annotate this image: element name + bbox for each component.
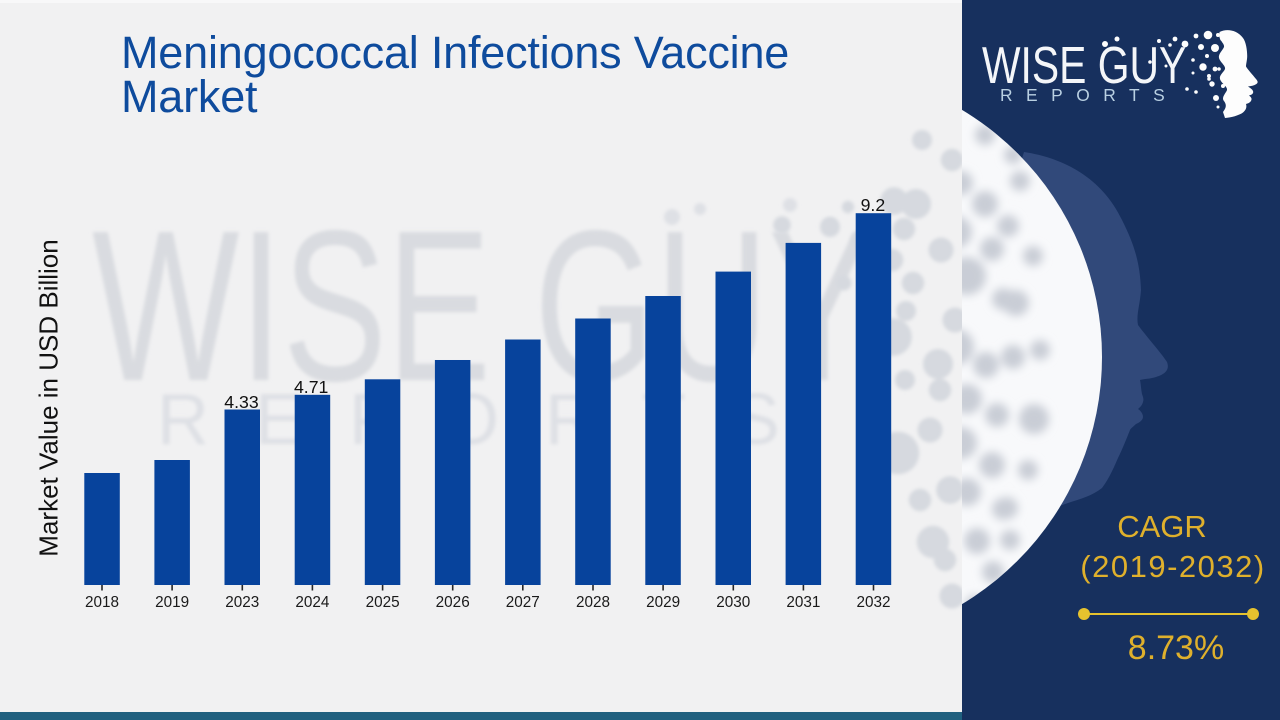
svg-text:2031: 2031 — [786, 594, 820, 611]
svg-text:2028: 2028 — [576, 594, 610, 611]
svg-text:2024: 2024 — [295, 594, 330, 611]
svg-text:2018: 2018 — [85, 594, 119, 611]
svg-text:2027: 2027 — [506, 594, 540, 611]
svg-text:REPORTS: REPORTS — [1000, 85, 1178, 105]
svg-text:2026: 2026 — [436, 594, 470, 611]
svg-text:Market: Market — [121, 71, 258, 122]
svg-text:WISE GUY: WISE GUY — [982, 36, 1186, 94]
svg-text:2023: 2023 — [225, 594, 259, 611]
svg-text:9.2: 9.2 — [861, 195, 886, 215]
svg-text:2019: 2019 — [155, 594, 189, 611]
svg-text:Market Value in USD Billion: Market Value in USD Billion — [34, 239, 64, 556]
svg-text:(2019-2032): (2019-2032) — [1080, 549, 1265, 584]
svg-text:2032: 2032 — [856, 594, 890, 611]
svg-text:CAGR: CAGR — [1117, 509, 1207, 544]
svg-text:4.33: 4.33 — [224, 392, 259, 412]
svg-text:2029: 2029 — [646, 594, 680, 611]
svg-text:4.71: 4.71 — [294, 377, 328, 397]
svg-text:Meningococcal Infections Vacci: Meningococcal Infections Vaccine — [121, 27, 789, 78]
svg-text:2025: 2025 — [366, 594, 400, 611]
svg-text:8.73%: 8.73% — [1128, 629, 1224, 667]
svg-text:2030: 2030 — [716, 594, 750, 611]
